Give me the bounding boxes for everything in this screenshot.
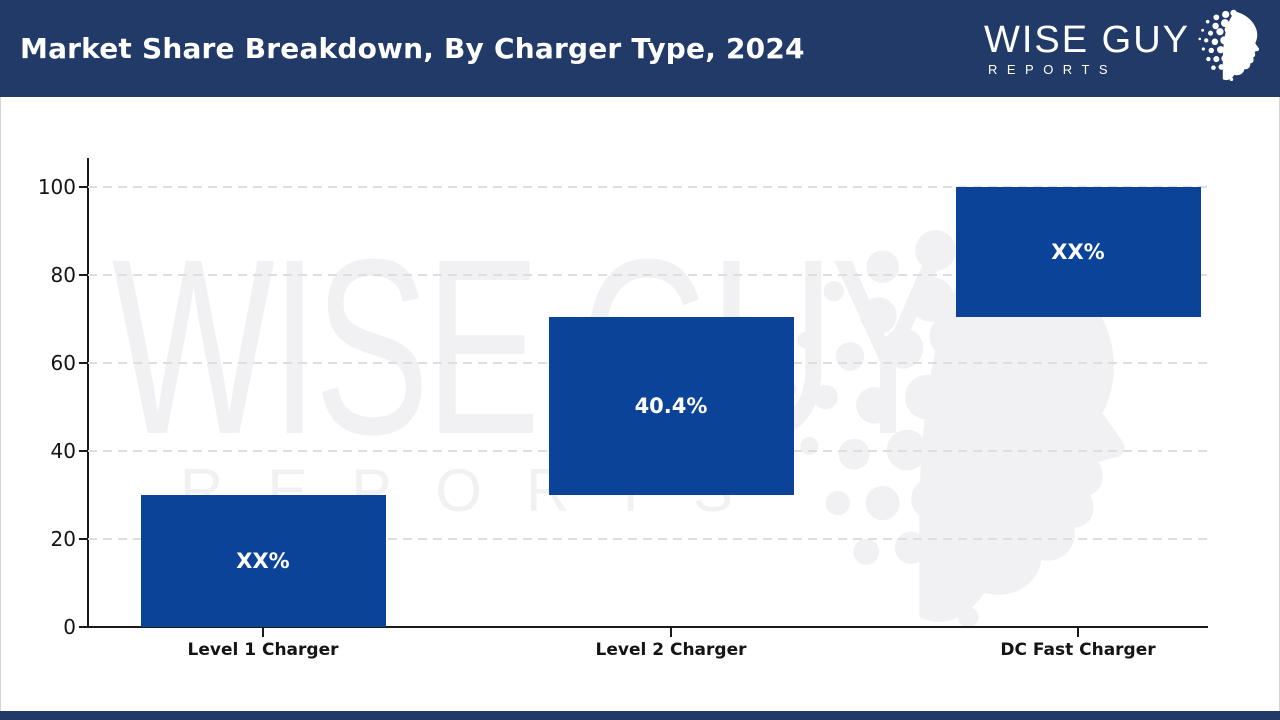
y-tick-label-100: 100 xyxy=(37,175,76,199)
y-tick-0 xyxy=(79,626,88,628)
page-title: Market Share Breakdown, By Charger Type,… xyxy=(20,32,805,65)
bar-dc-fast-charger: XX% xyxy=(955,187,1201,318)
bar-level-1-charger: XX% xyxy=(140,495,386,627)
gridline-20 xyxy=(88,538,1208,540)
y-tick-label-60: 60 xyxy=(50,351,76,375)
x-tick-dc-fast-charger xyxy=(1077,628,1079,637)
bar-value-label-dc-fast-charger: XX% xyxy=(1051,240,1105,265)
bar-level-2-charger: 40.4% xyxy=(548,317,794,495)
logo-subtitle: REPORTS xyxy=(987,61,1118,77)
bar-value-label-level-2-charger: 40.4% xyxy=(634,394,708,419)
x-tick-label-dc-fast-charger: DC Fast Charger xyxy=(1000,640,1156,660)
y-tick-label-40: 40 xyxy=(50,439,76,463)
gridline-80 xyxy=(88,274,1208,276)
y-tick-80 xyxy=(79,274,88,276)
y-tick-100 xyxy=(79,186,88,188)
y-tick-label-80: 80 xyxy=(50,263,76,287)
y-tick-label-20: 20 xyxy=(50,527,76,551)
y-tick-40 xyxy=(79,450,88,452)
wise-guy-reports-logo: WISE GUY REPORTS xyxy=(984,9,1266,89)
header-bar: Market Share Breakdown, By Charger Type,… xyxy=(0,0,1280,97)
x-tick-label-level-1-charger: Level 1 Charger xyxy=(187,640,339,660)
gridline-100 xyxy=(88,186,1208,188)
y-tick-20 xyxy=(79,538,88,540)
x-axis-line xyxy=(87,626,1208,628)
logo-wordmark: WISE GUY xyxy=(983,18,1190,61)
footer-bar xyxy=(0,711,1280,720)
y-tick-label-0: 0 xyxy=(63,615,76,639)
x-tick-level-2-charger xyxy=(670,628,672,637)
left-border xyxy=(0,97,1,720)
y-axis-line xyxy=(87,158,89,628)
x-tick-label-level-2-charger: Level 2 Charger xyxy=(595,640,747,660)
y-tick-60 xyxy=(79,362,88,364)
bar-value-label-level-1-charger: XX% xyxy=(236,549,290,573)
x-tick-level-1-charger xyxy=(262,628,264,637)
